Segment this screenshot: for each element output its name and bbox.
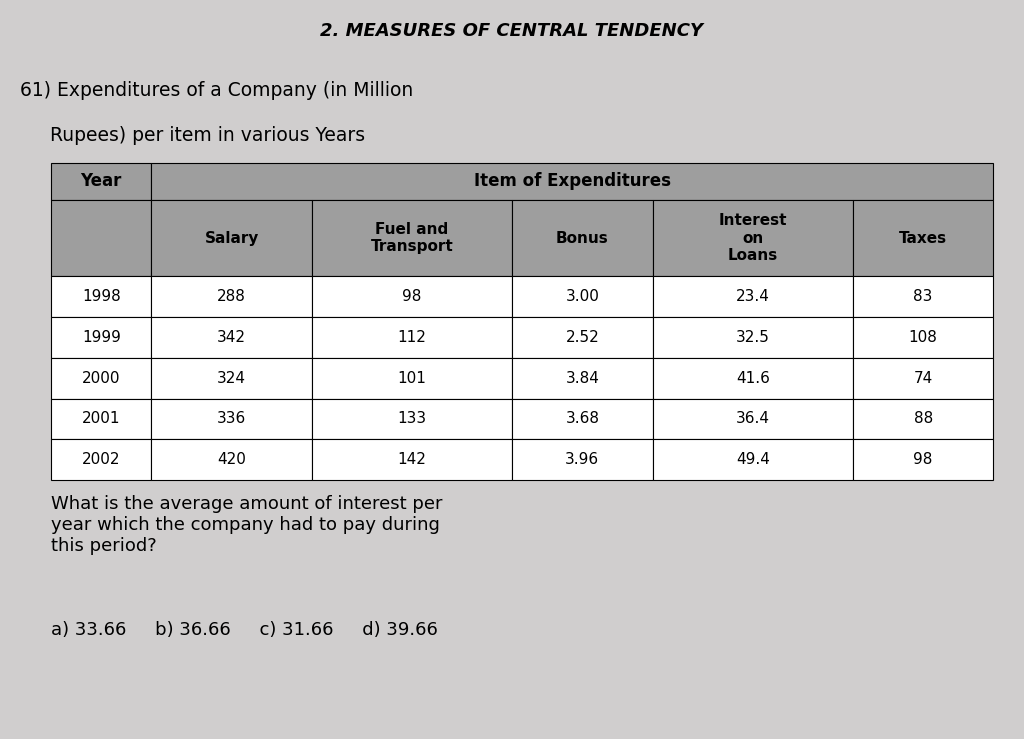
Text: 2. MEASURES OF CENTRAL TENDENCY: 2. MEASURES OF CENTRAL TENDENCY — [321, 22, 703, 40]
Text: Interest
on
Loans: Interest on Loans — [719, 213, 787, 263]
FancyBboxPatch shape — [512, 200, 652, 276]
Text: 32.5: 32.5 — [736, 330, 770, 344]
FancyBboxPatch shape — [51, 358, 152, 398]
Text: 3.96: 3.96 — [565, 452, 599, 467]
Text: 3.00: 3.00 — [565, 289, 599, 304]
Text: 1999: 1999 — [82, 330, 121, 344]
Text: 2000: 2000 — [82, 370, 121, 386]
Text: What is the average amount of interest per
year which the company had to pay dur: What is the average amount of interest p… — [51, 495, 442, 555]
Text: 98: 98 — [402, 289, 422, 304]
FancyBboxPatch shape — [512, 440, 652, 480]
Text: 112: 112 — [397, 330, 426, 344]
Text: 101: 101 — [397, 370, 426, 386]
FancyBboxPatch shape — [152, 200, 311, 276]
Text: Item of Expenditures: Item of Expenditures — [474, 172, 671, 191]
Text: Bonus: Bonus — [556, 231, 608, 245]
FancyBboxPatch shape — [152, 276, 311, 317]
FancyBboxPatch shape — [152, 358, 311, 398]
Text: 3.68: 3.68 — [565, 412, 599, 426]
FancyBboxPatch shape — [152, 317, 311, 358]
FancyBboxPatch shape — [652, 398, 853, 440]
FancyBboxPatch shape — [51, 163, 152, 200]
FancyBboxPatch shape — [853, 276, 993, 317]
FancyBboxPatch shape — [853, 200, 993, 276]
FancyBboxPatch shape — [512, 358, 652, 398]
FancyBboxPatch shape — [51, 276, 152, 317]
FancyBboxPatch shape — [51, 398, 152, 440]
FancyBboxPatch shape — [652, 200, 853, 276]
Text: 36.4: 36.4 — [736, 412, 770, 426]
Text: 41.6: 41.6 — [736, 370, 770, 386]
FancyBboxPatch shape — [512, 398, 652, 440]
FancyBboxPatch shape — [311, 200, 512, 276]
FancyBboxPatch shape — [51, 200, 152, 276]
FancyBboxPatch shape — [152, 440, 311, 480]
FancyBboxPatch shape — [853, 358, 993, 398]
FancyBboxPatch shape — [311, 440, 512, 480]
Text: 342: 342 — [217, 330, 246, 344]
Text: Year: Year — [81, 172, 122, 191]
Text: Taxes: Taxes — [899, 231, 947, 245]
Text: a) 33.66     b) 36.66     c) 31.66     d) 39.66: a) 33.66 b) 36.66 c) 31.66 d) 39.66 — [51, 621, 438, 638]
FancyBboxPatch shape — [512, 276, 652, 317]
Text: 88: 88 — [913, 412, 933, 426]
FancyBboxPatch shape — [853, 440, 993, 480]
FancyBboxPatch shape — [652, 317, 853, 358]
FancyBboxPatch shape — [311, 398, 512, 440]
Text: 23.4: 23.4 — [736, 289, 770, 304]
Text: 2.52: 2.52 — [565, 330, 599, 344]
FancyBboxPatch shape — [652, 358, 853, 398]
Text: 3.84: 3.84 — [565, 370, 599, 386]
Text: 49.4: 49.4 — [736, 452, 770, 467]
FancyBboxPatch shape — [512, 317, 652, 358]
Text: 2001: 2001 — [82, 412, 121, 426]
Text: Fuel and
Transport: Fuel and Transport — [371, 222, 454, 254]
FancyBboxPatch shape — [853, 398, 993, 440]
FancyBboxPatch shape — [311, 317, 512, 358]
FancyBboxPatch shape — [311, 358, 512, 398]
Text: 98: 98 — [913, 452, 933, 467]
FancyBboxPatch shape — [652, 440, 853, 480]
Text: 324: 324 — [217, 370, 246, 386]
Text: Rupees) per item in various Years: Rupees) per item in various Years — [20, 126, 366, 145]
Text: 1998: 1998 — [82, 289, 121, 304]
FancyBboxPatch shape — [152, 398, 311, 440]
FancyBboxPatch shape — [152, 163, 993, 200]
FancyBboxPatch shape — [311, 276, 512, 317]
Text: 336: 336 — [217, 412, 246, 426]
Text: 420: 420 — [217, 452, 246, 467]
FancyBboxPatch shape — [51, 440, 152, 480]
Text: 142: 142 — [397, 452, 426, 467]
FancyBboxPatch shape — [51, 317, 152, 358]
FancyBboxPatch shape — [853, 317, 993, 358]
Text: 83: 83 — [913, 289, 933, 304]
Text: Salary: Salary — [205, 231, 259, 245]
Text: 74: 74 — [913, 370, 933, 386]
Text: 61) Expenditures of a Company (in Million: 61) Expenditures of a Company (in Millio… — [20, 81, 414, 101]
Text: 133: 133 — [397, 412, 427, 426]
Text: 288: 288 — [217, 289, 246, 304]
FancyBboxPatch shape — [652, 276, 853, 317]
Text: 108: 108 — [908, 330, 938, 344]
Text: 2002: 2002 — [82, 452, 121, 467]
